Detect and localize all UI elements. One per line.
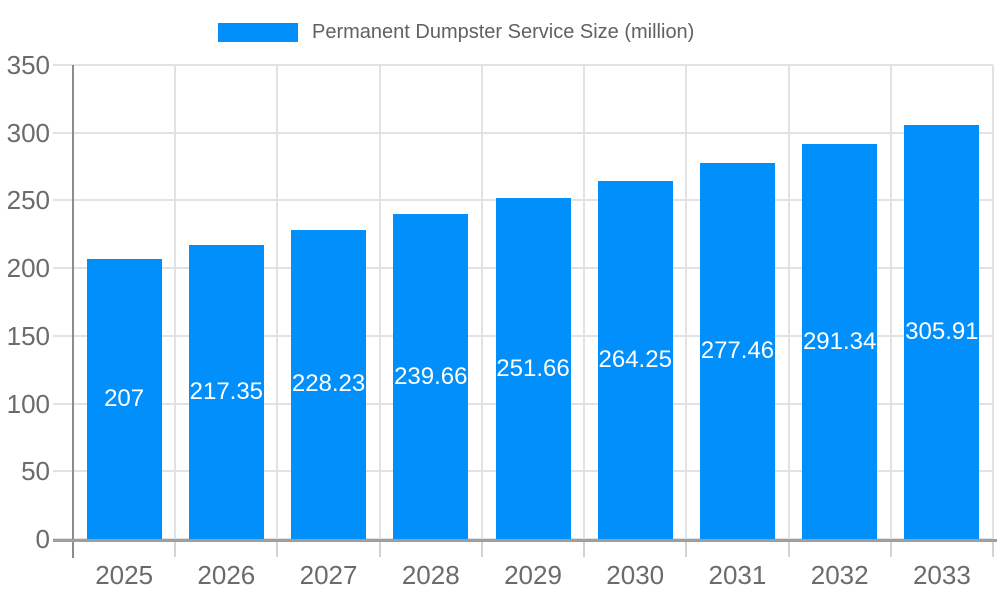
bar[interactable]: 217.35 — [188, 244, 264, 539]
x-axis-label: 2030 — [606, 560, 665, 590]
x-axis-label: 2028 — [401, 560, 460, 590]
y-axis-label: 350 — [6, 50, 50, 80]
vertical-gridline — [889, 65, 892, 539]
bar[interactable]: 277.46 — [699, 163, 775, 539]
bar-value-label: 264.25 — [598, 346, 672, 374]
vertical-gridline — [174, 65, 177, 539]
vertical-gridline — [480, 65, 483, 539]
y-axis-label: 250 — [6, 185, 50, 216]
x-axis-tick — [992, 541, 994, 557]
bar-value-label: 207 — [104, 384, 145, 412]
bar[interactable]: 305.91 — [904, 124, 980, 539]
bar[interactable]: 228.23 — [291, 229, 367, 539]
bar[interactable]: 207 — [86, 258, 162, 539]
x-axis-tick — [480, 541, 483, 557]
bar-value-label: 291.34 — [802, 327, 877, 355]
bar-value-label: 217.35 — [189, 377, 264, 405]
bar[interactable]: 291.34 — [802, 144, 878, 539]
vertical-gridline — [583, 65, 586, 539]
legend-label: Permanent Dumpster Service Size (million… — [312, 21, 695, 43]
y-axis-line — [72, 65, 74, 558]
x-axis-tick — [787, 541, 790, 557]
x-axis-tick — [276, 541, 279, 557]
x-axis-label: 2026 — [197, 560, 256, 590]
bar-value-label: 228.23 — [291, 370, 366, 398]
vertical-gridline — [787, 65, 790, 539]
bar-value-label: 277.46 — [700, 337, 775, 365]
bar-value-label: 239.66 — [394, 362, 468, 390]
horizontal-gridline — [53, 64, 993, 66]
x-axis-label: 2029 — [504, 560, 562, 590]
bar[interactable]: 239.66 — [393, 214, 469, 539]
x-axis-tick — [174, 541, 177, 557]
vertical-gridline — [685, 65, 688, 539]
bar[interactable]: 264.25 — [597, 181, 673, 539]
vertical-gridline — [276, 65, 279, 539]
x-axis-label: 2027 — [299, 560, 358, 590]
y-axis-label: 50 — [21, 456, 50, 487]
vertical-gridline — [992, 65, 994, 539]
x-axis-label: 2031 — [708, 560, 767, 590]
bar-value-label: 305.91 — [905, 317, 979, 345]
y-axis-label: 150 — [6, 320, 50, 351]
bar-value-label: 251.66 — [496, 354, 570, 382]
y-axis-label: 100 — [6, 388, 50, 419]
legend-swatch[interactable] — [218, 23, 298, 42]
x-axis-tick — [685, 541, 688, 557]
x-axis-label: 2033 — [912, 560, 971, 590]
horizontal-gridline — [53, 131, 993, 134]
y-axis-label: 0 — [35, 524, 50, 554]
x-axis-line — [53, 539, 997, 542]
x-axis-tick — [889, 541, 892, 557]
bar[interactable]: 251.66 — [495, 198, 571, 539]
y-axis-label: 200 — [6, 253, 50, 284]
x-axis-tick — [378, 541, 381, 557]
y-axis-label: 300 — [6, 117, 50, 148]
x-axis-label: 2025 — [95, 560, 154, 590]
x-axis-tick — [583, 541, 586, 557]
x-axis-label: 2032 — [810, 560, 869, 590]
legend-item[interactable]: Permanent Dumpster Service Size (million… — [218, 21, 694, 44]
vertical-gridline — [378, 65, 381, 539]
